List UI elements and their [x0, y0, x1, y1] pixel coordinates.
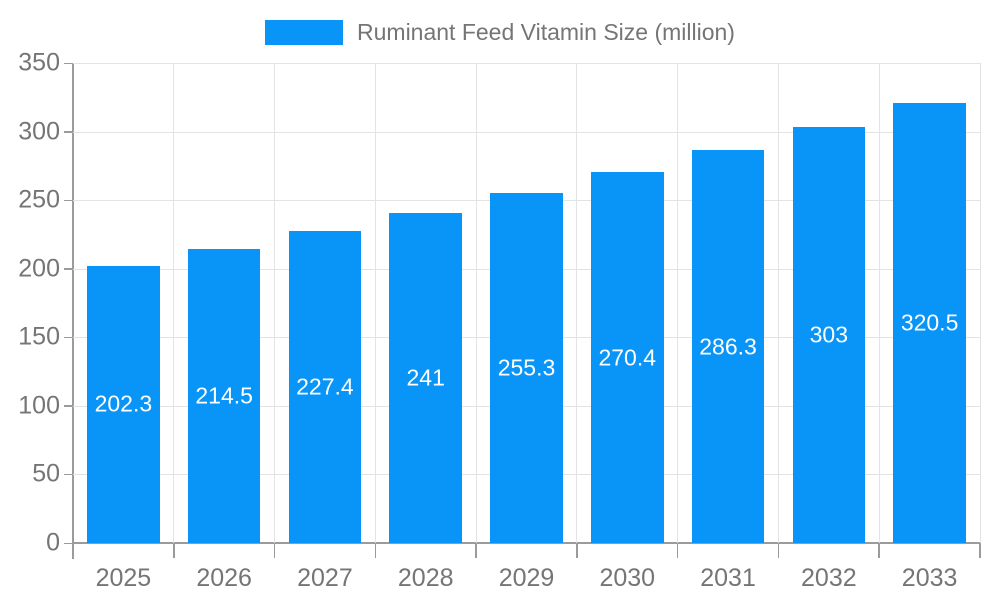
- plot-area: 0 50 100 150 200 250 300 350 202.3 2025 214.5 2026 2…: [18, 49, 981, 592]
- bar-2029[interactable]: 255.3: [490, 192, 563, 543]
- x-axis-tick: [72, 543, 74, 558]
- x-axis-label-2026: 2026: [196, 564, 252, 592]
- bar-value-label: 241: [406, 364, 445, 391]
- bar-2032[interactable]: 303: [792, 127, 866, 543]
- x-gridline: [677, 63, 679, 543]
- x-gridline: [878, 63, 880, 543]
- bar-2028[interactable]: 241: [389, 212, 462, 543]
- x-gridline: [475, 63, 477, 543]
- y-axis-tick: [64, 542, 73, 544]
- x-axis-tick: [576, 543, 578, 558]
- x-axis-label-2030: 2030: [599, 564, 656, 592]
- bar-2031[interactable]: 286.3: [691, 150, 765, 543]
- bar-value-label: 227.4: [296, 373, 354, 400]
- y-axis-tick: [64, 131, 73, 133]
- x-axis-tick: [979, 543, 981, 558]
- x-axis-tick: [173, 543, 175, 558]
- bar-2025[interactable]: 202.3: [87, 265, 160, 543]
- bar-value-label: 255.3: [497, 354, 556, 381]
- x-gridline: [576, 63, 578, 543]
- bar-2033[interactable]: 320.5: [893, 103, 966, 543]
- x-axis-tick: [878, 543, 880, 558]
- bar-2026[interactable]: 214.5: [187, 248, 261, 543]
- x-axis-label-2029: 2029: [498, 564, 555, 592]
- bar-value-label: 202.3: [94, 390, 153, 417]
- x-axis-tick: [777, 543, 780, 558]
- y-axis-tick: [64, 268, 73, 270]
- y-axis-tick: [64, 473, 73, 476]
- chart-legend[interactable]: Ruminant Feed Vitamin Size (million): [0, 19, 1000, 46]
- y-axis-tick-label: 250: [18, 185, 60, 214]
- x-gridline: [979, 63, 981, 543]
- x-axis-label-2032: 2032: [801, 564, 857, 592]
- y-axis-tick-label: 50: [32, 459, 60, 488]
- bar-value-label: 214.5: [195, 382, 253, 409]
- bar-value-label: 320.5: [900, 309, 959, 336]
- y-axis-tick: [64, 405, 73, 407]
- y-gridline: [73, 131, 980, 133]
- bar-value-label: 303: [809, 321, 848, 348]
- bar-value-label: 286.3: [699, 333, 757, 360]
- y-axis-tick-label: 0: [46, 528, 60, 557]
- y-axis-tick: [64, 336, 73, 339]
- y-axis-tick-label: 100: [18, 391, 60, 420]
- bar-2027[interactable]: 227.4: [288, 231, 362, 543]
- y-axis-line: [72, 63, 74, 559]
- x-gridline: [173, 63, 175, 543]
- legend-swatch-icon[interactable]: [265, 20, 344, 45]
- x-gridline: [777, 63, 779, 543]
- y-axis-tick-label: 350: [18, 48, 60, 77]
- x-axis-tick: [374, 543, 377, 558]
- x-axis-tick: [475, 543, 477, 558]
- x-axis-label-2027: 2027: [297, 564, 353, 592]
- x-axis-label-2031: 2031: [700, 564, 756, 592]
- y-axis-tick: [64, 199, 73, 202]
- y-axis-tick-label: 200: [18, 254, 60, 283]
- x-axis-label-2028: 2028: [397, 564, 454, 592]
- x-axis-tick: [273, 543, 276, 558]
- legend-label: Ruminant Feed Vitamin Size (million): [357, 19, 735, 45]
- bar-2030[interactable]: 270.4: [590, 172, 664, 543]
- bar-value-label: 270.4: [598, 344, 657, 371]
- x-axis-line: [73, 542, 980, 544]
- y-axis-tick: [64, 62, 73, 64]
- y-axis-tick-label: 300: [18, 117, 60, 146]
- x-axis-tick: [676, 543, 679, 558]
- x-gridline: [374, 63, 376, 543]
- x-axis-label-2033: 2033: [901, 564, 958, 592]
- y-gridline: [73, 63, 980, 64]
- x-axis-label-2025: 2025: [95, 564, 152, 592]
- x-gridline: [274, 63, 276, 543]
- y-axis-tick-label: 150: [18, 322, 60, 351]
